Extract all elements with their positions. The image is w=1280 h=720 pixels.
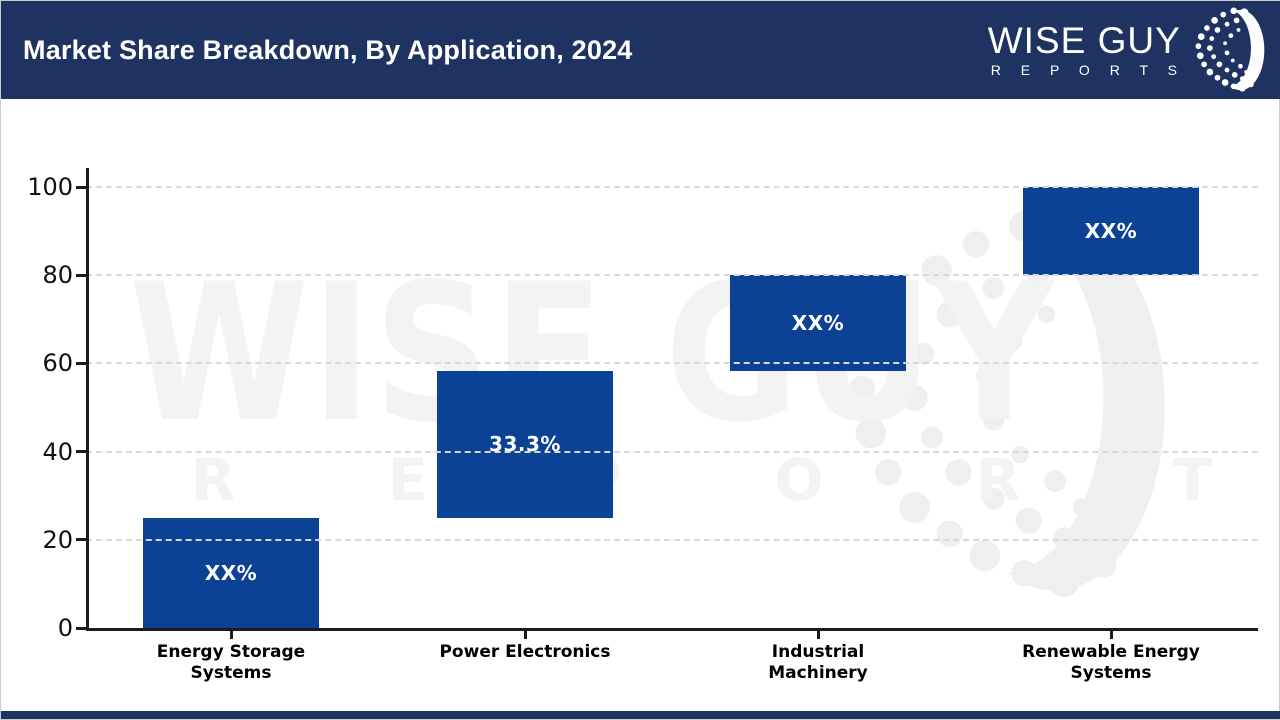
gridline-40 (86, 450, 1258, 453)
bar-industrial-machinery (730, 275, 906, 371)
category-label-renewable-energy-systems: Renewable Energy Systems (991, 642, 1231, 685)
logo-wordmark: WISE GUY (987, 20, 1181, 61)
x-tick-industrial-machinery (816, 630, 820, 639)
y-tick-label-100: 100 (27, 173, 73, 201)
header-bar: Market Share Breakdown, By Application, … (1, 1, 1280, 99)
gridline-60 (86, 362, 1258, 365)
x-tick-energy-storage-systems (229, 630, 233, 639)
category-label-line: Industrial (771, 642, 865, 662)
x-tick-power-electronics (523, 630, 527, 639)
gridline-80 (86, 274, 1258, 277)
y-tick-80 (76, 273, 86, 277)
gridline-100 (86, 186, 1258, 188)
watermark-subtitle: R E P O R T S (191, 446, 1280, 514)
category-label-line: Machinery (768, 663, 868, 684)
y-tick-label-80: 80 (42, 261, 73, 290)
category-label-power-electronics: Power Electronics (405, 642, 645, 663)
y-tick-label-40: 40 (42, 437, 73, 466)
y-tick-label-0: 0 (57, 614, 73, 642)
bar-value-label-energy-storage-systems: XX% (204, 560, 258, 585)
y-tick-0 (76, 626, 86, 630)
bar-value-label-renewable-energy-systems: XX% (1084, 219, 1138, 244)
bar-renewable-energy-systems (1023, 187, 1199, 276)
category-label-line: Systems (1070, 663, 1152, 684)
category-label-energy-storage-systems: Energy Storage Systems (111, 642, 351, 685)
bar-energy-storage-systems (143, 517, 319, 628)
bar-value-label-power-electronics: 33.3% (489, 432, 561, 457)
bar-value-label-industrial-machinery: XX% (791, 311, 845, 336)
y-tick-40 (76, 450, 86, 454)
y-tick-label-60: 60 (42, 349, 73, 378)
logo-head-dots-icon (1195, 7, 1265, 92)
y-axis-line (86, 168, 89, 630)
wise-guy-reports-logo: WISE GUY R E P O R T S (988, 7, 1267, 93)
category-label-line: Renewable Energy (1022, 642, 1200, 662)
footer-bar (1, 711, 1280, 719)
category-label-line: Energy Storage (156, 642, 306, 662)
y-tick-100 (76, 185, 86, 189)
x-tick-renewable-energy-systems (1109, 630, 1113, 639)
category-label-line: Systems (190, 663, 272, 684)
category-label-line: Power Electronics (439, 642, 611, 662)
chart-title: Market Share Breakdown, By Application, … (23, 34, 633, 65)
y-tick-20 (76, 538, 86, 542)
gridline-20 (86, 538, 1258, 541)
bar-power-electronics (437, 370, 613, 518)
y-tick-60 (76, 361, 86, 365)
x-axis-line (86, 628, 1258, 631)
logo-text: WISE GUY R E P O R T S (988, 22, 1185, 78)
y-tick-label-20: 20 (42, 525, 73, 554)
category-label-industrial-machinery: Industrial Machinery (698, 642, 938, 685)
logo-subtitle: R E P O R T S (990, 62, 1185, 78)
